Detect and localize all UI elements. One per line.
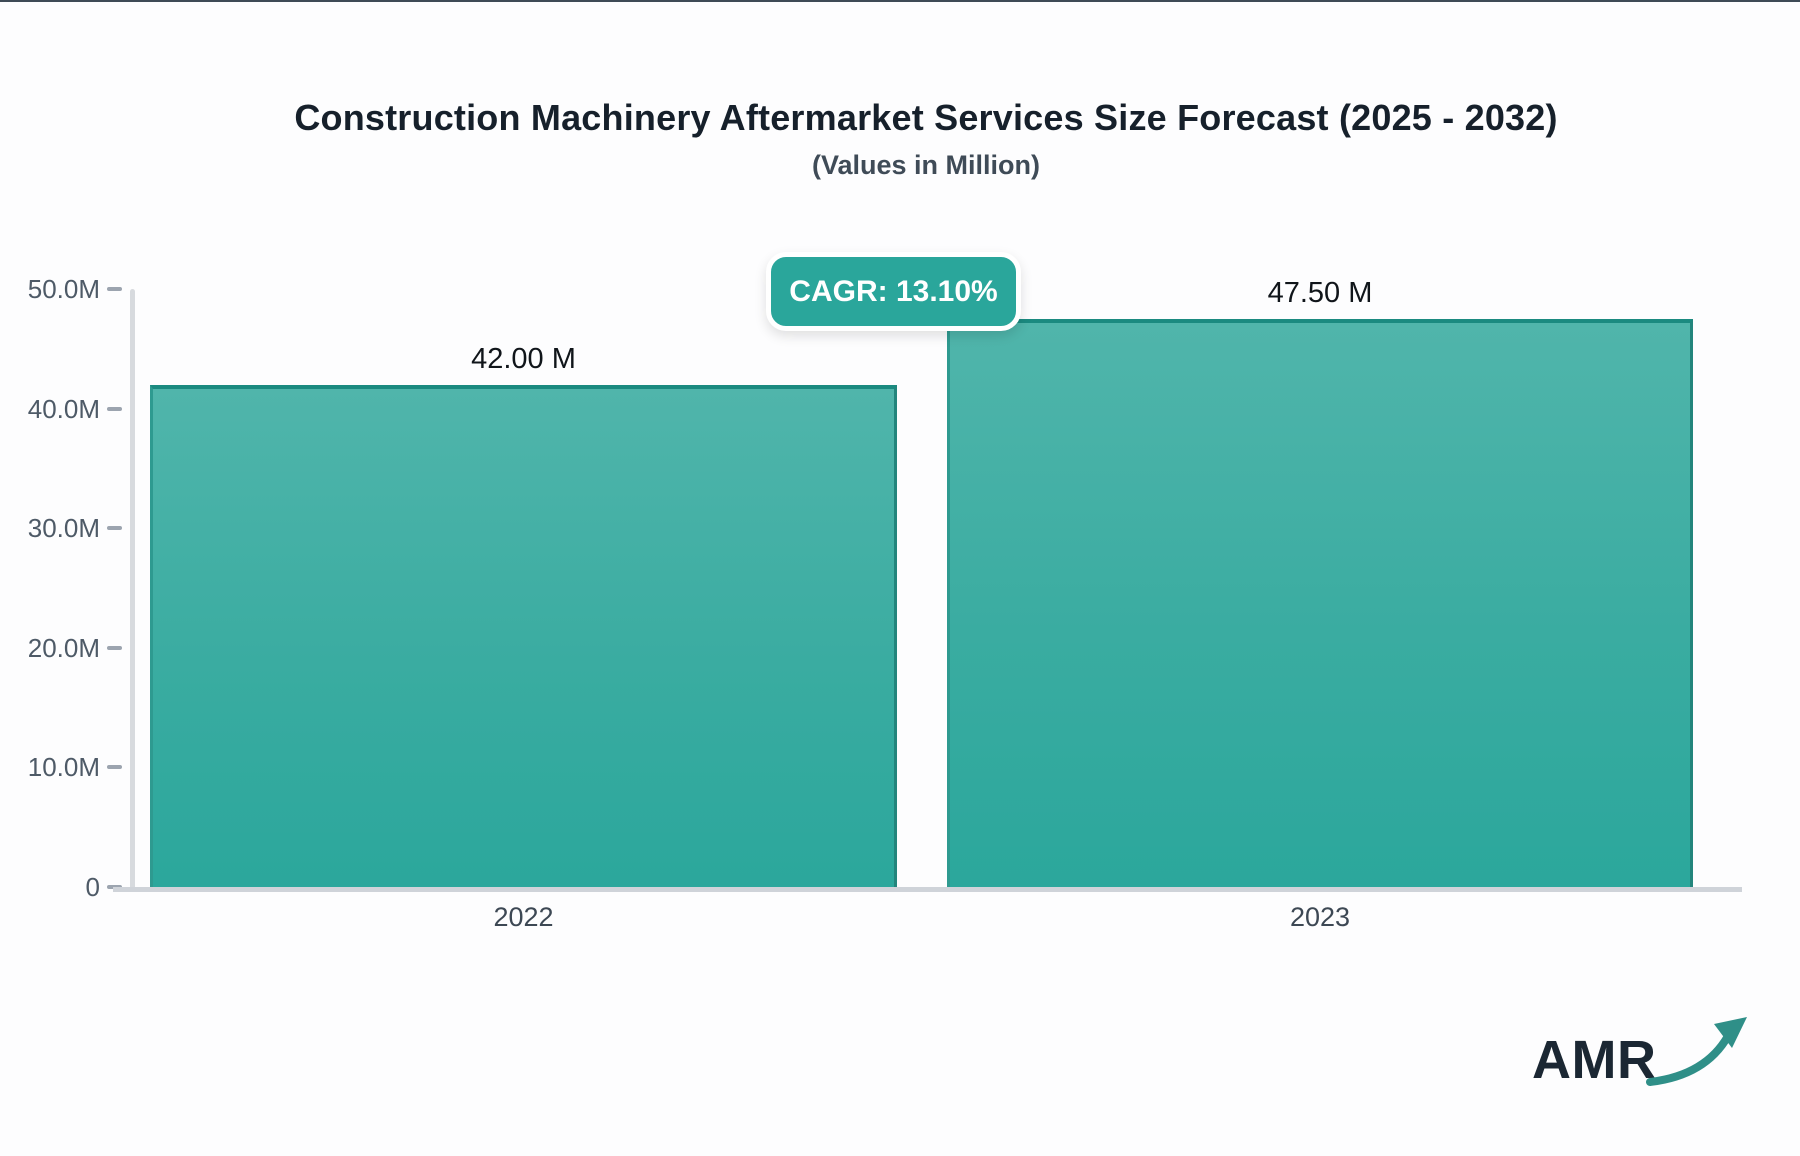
y-tick-mark: [107, 406, 122, 411]
y-tick-label: 0: [85, 872, 100, 902]
page-title: Construction Machinery Aftermarket Servi…: [294, 97, 1558, 138]
cagr-badge: CAGR: 13.10%: [766, 252, 1021, 331]
bar-value-label: 42.00 M: [471, 342, 576, 375]
y-tick-label: 30.0M: [27, 513, 100, 544]
x-tick-label-2022: 2022: [493, 902, 554, 932]
bar-2023: [947, 318, 1693, 887]
x-axis-line: [113, 887, 1742, 892]
y-tick-mark: [107, 287, 122, 291]
y-tick-mark: [107, 765, 122, 770]
y-tick-mark: [107, 645, 122, 650]
y-tick-label: 10.0M: [27, 752, 100, 783]
amr-logo: AMR: [1532, 1017, 1754, 1092]
y-tick-label: 20.0M: [27, 632, 100, 663]
y-tick-label: 50.0M: [27, 274, 100, 304]
y-axis-line: [130, 289, 135, 890]
growth-arrow-icon: [1646, 1017, 1748, 1086]
y-tick-label: 40.0M: [27, 393, 100, 424]
bar-value-label: 47.50 M: [1267, 276, 1373, 309]
page-subtitle: (Values in Million): [811, 150, 1041, 180]
x-tick-label-2023: 2023: [1289, 902, 1351, 932]
amr-logo-text: AMR: [1532, 1030, 1657, 1090]
y-tick-mark: [107, 526, 122, 531]
cagr-badge-label: CAGR: 13.10%: [789, 274, 998, 308]
bar-2022: [150, 384, 897, 887]
